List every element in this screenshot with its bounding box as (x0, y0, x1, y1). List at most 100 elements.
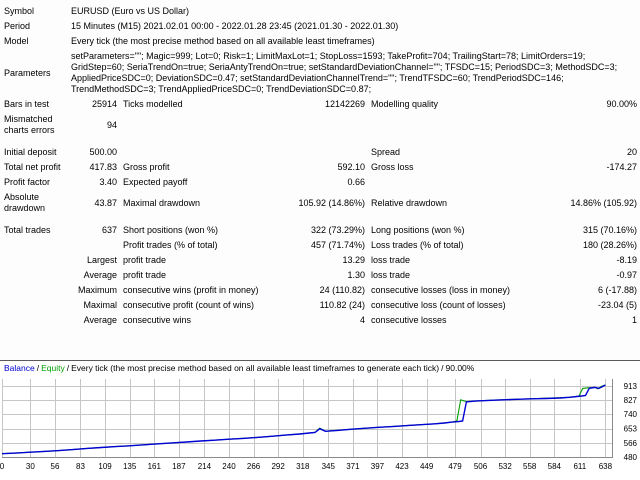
stat-value: 457 (71.74%) (310, 240, 365, 250)
stat-value: Maximal (83, 300, 117, 310)
stat-label: consecutive losses (loss in money) (371, 285, 511, 295)
info-value: EURUSD (Euro vs US Dollar) (71, 6, 190, 16)
stat-value (68, 238, 120, 253)
chart-legend: Balance / Equity / Every tick (the most prec… (0, 361, 640, 375)
stat-label: Profit factor (4, 177, 51, 187)
stat-label: Total trades (4, 225, 51, 235)
stat-value: 94 (106, 119, 117, 130)
x-tick-label: 135 (123, 462, 137, 471)
stat-label: consecutive profit (count of wins) (123, 300, 255, 310)
stat-value: 322 (73.29%) (310, 225, 365, 235)
info-value: 15 Minutes (M15) 2021.02.01 00:00 - 2022… (71, 21, 399, 31)
stat-value: -0.97 (616, 270, 638, 280)
stat-label: Maximal drawdown (123, 197, 201, 208)
stat-value: -8.19 (616, 255, 638, 265)
stat-label: loss trade (371, 255, 411, 265)
legend-quality-label: 90.00% (445, 363, 475, 373)
stat-label: consecutive losses (371, 315, 447, 325)
stat-value: 4 (359, 315, 365, 325)
stat-label: Mismatched charts errors (4, 114, 55, 135)
stat-label: Expected payoff (123, 177, 188, 187)
stat-value: 14.86% (105.92) (570, 197, 638, 208)
y-tick-label: 913 (624, 382, 638, 391)
stat-row: Total trades 637 Short positions (won %) 32… (0, 223, 640, 238)
legend-separator: / (66, 363, 70, 373)
legend-equity-label: Equity (41, 363, 65, 373)
y-tick-label: 827 (624, 396, 638, 405)
stat-label (0, 283, 68, 298)
stat-value: 110.82 (24) (319, 300, 365, 310)
stat-row: Total net profit 417.83 Gross profit 592.10… (0, 160, 640, 175)
x-tick-label: 345 (322, 462, 336, 471)
stat-label (368, 112, 534, 138)
stat-value: 13.29 (342, 255, 365, 265)
report-table: Symbol EURUSD (Euro vs US Dollar) Period 15… (0, 4, 640, 328)
stat-value: 500.00 (89, 147, 117, 157)
spacer-row (0, 216, 640, 223)
stat-label (0, 298, 68, 313)
legend-balance-label: Balance (4, 363, 35, 373)
stat-row: Average profit trade 1.30 loss trade -0.97 (0, 268, 640, 283)
x-tick-label: 371 (346, 462, 360, 471)
info-label: Parameters (4, 67, 51, 78)
stat-value: 180 (28.26%) (583, 240, 638, 250)
stat-label: Gross loss (371, 162, 414, 172)
stat-label: profit trade (123, 270, 167, 280)
stat-value: 637 (101, 225, 117, 235)
stat-label (0, 253, 68, 268)
stat-row: Bars in test 25914 Ticks modelled 12142269 M… (0, 97, 640, 112)
stat-label: Profit trades (% of total) (123, 240, 218, 250)
spacer-cell (0, 216, 640, 223)
x-tick-label: 83 (76, 462, 85, 471)
stat-label: consecutive wins (123, 315, 192, 325)
x-tick-label: 584 (548, 462, 562, 471)
stats-table-body: Symbol EURUSD (Euro vs US Dollar) Period 15… (0, 4, 640, 328)
x-tick-label: 506 (474, 462, 488, 471)
y-tick-label: 566 (624, 439, 638, 448)
stat-row: Profit factor 3.40 Expected payoff 0.66 (0, 175, 640, 190)
stat-value: 90.00% (606, 99, 638, 109)
info-row: Symbol EURUSD (Euro vs US Dollar) (0, 4, 640, 19)
y-tick-label: 653 (624, 425, 638, 434)
stat-value (534, 175, 640, 190)
stat-label (120, 112, 290, 138)
stat-row: Absolute drawdown 43.87 Maximal drawdown 10… (0, 190, 640, 216)
x-tick-label: 479 (448, 462, 462, 471)
stat-value: Average (83, 270, 117, 280)
legend-separator: / (36, 363, 40, 373)
stat-value: 1.30 (347, 270, 365, 280)
stat-value: 417.83 (89, 162, 117, 172)
y-tick-label: 480 (624, 453, 638, 462)
stat-label: Bars in test (4, 99, 50, 109)
stat-row: Average consecutive wins 4 consecutive loss… (0, 313, 640, 328)
stat-value (290, 145, 368, 160)
x-tick-label: 240 (222, 462, 236, 471)
stat-label: Total net profit (4, 162, 61, 172)
stat-label: Modelling quality (371, 99, 439, 109)
stat-value: Maximum (77, 285, 117, 295)
stat-label: consecutive loss (count of losses) (371, 300, 506, 310)
x-tick-label: 423 (395, 462, 409, 471)
info-label: Period (4, 21, 31, 31)
x-tick-label: 558 (523, 462, 537, 471)
x-tick-label: 214 (198, 462, 212, 471)
x-tick-label: 109 (98, 462, 112, 471)
stat-value: 12142269 (324, 99, 365, 109)
stat-value: 43.87 (94, 197, 117, 208)
balance-chart-section: Balance / Equity / Every tick (the most prec… (0, 360, 640, 480)
stat-value: 3.40 (99, 177, 117, 187)
stat-value: 24 (110.82) (319, 285, 365, 295)
balance-chart-svg: 0 30 56 83 109 135 161 187 214 240 266 292 318 345 371… (0, 379, 638, 471)
stat-value: -174.27 (606, 162, 638, 172)
stat-value (534, 112, 640, 138)
stat-value: 315 (70.16%) (583, 225, 638, 235)
stat-label: Gross profit (123, 162, 170, 172)
x-tick-label: 532 (498, 462, 512, 471)
x-tick-label: 611 (573, 462, 586, 471)
stat-label: Ticks modelled (123, 99, 183, 109)
stat-label: Loss trades (% of total) (371, 240, 464, 250)
stat-value: 105.92 (14.86%) (298, 197, 365, 208)
x-tick-label: 161 (148, 462, 162, 471)
x-tick-label: 449 (420, 462, 434, 471)
